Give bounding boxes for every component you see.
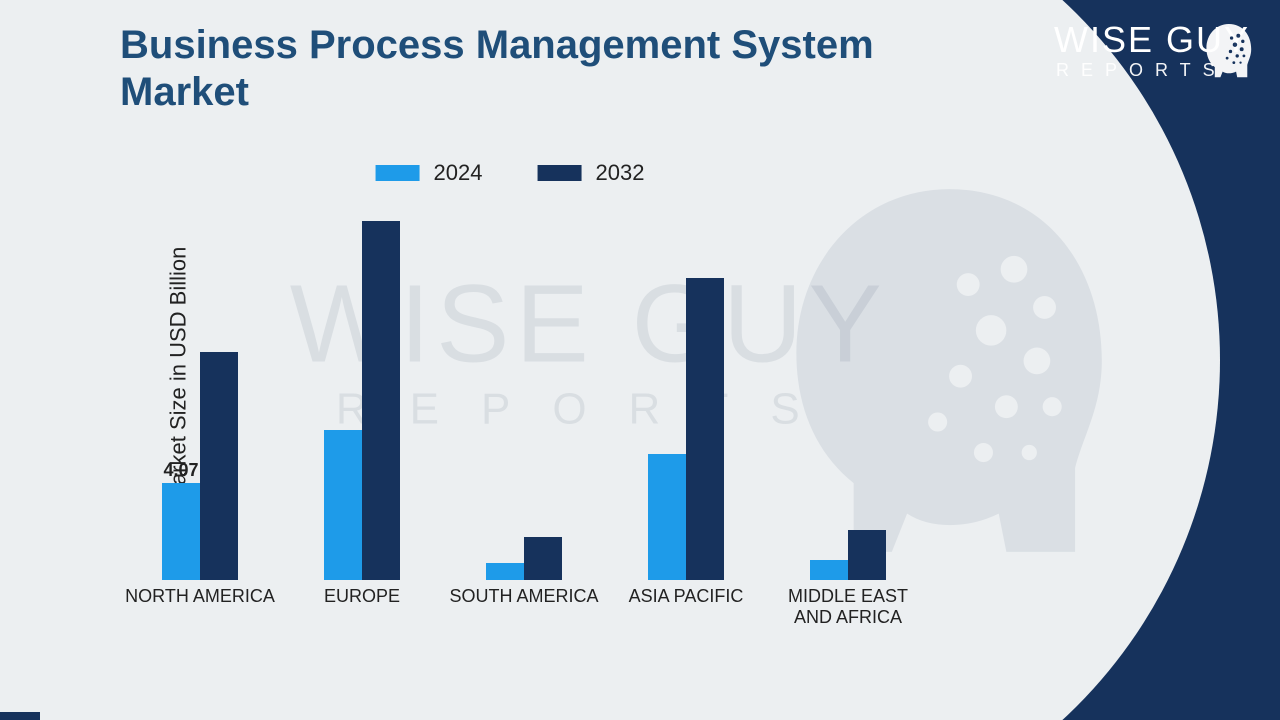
legend-item-2032: 2032 (538, 160, 645, 186)
legend-label-2032: 2032 (596, 160, 645, 186)
bar-value-label: 4.07 (162, 460, 200, 481)
bar-pair (810, 530, 886, 580)
bar-2024 (648, 454, 686, 580)
bar-wrap (524, 537, 562, 580)
bar-2024 (162, 483, 200, 580)
bar-2024 (486, 563, 524, 580)
category-label: EUROPE (287, 586, 437, 607)
bar-wrap (324, 430, 362, 580)
bar-2032 (200, 352, 238, 580)
chart-legend: 2024 2032 (376, 160, 645, 186)
bar-wrap: 4.07 (162, 483, 200, 580)
bar-2032 (362, 221, 400, 580)
chart-area: Market Size in USD Billion 20242032 4.07… (60, 160, 960, 590)
bar-2024 (324, 430, 362, 580)
bar-wrap (200, 352, 238, 580)
brand-logo: WISE GUY REPORTS (1054, 22, 1250, 82)
bar-2032 (848, 530, 886, 580)
bar-wrap (686, 278, 724, 580)
category-label: SOUTH AMERICA (449, 586, 599, 607)
bar-wrap (848, 530, 886, 580)
category-label: ASIA PACIFIC (611, 586, 761, 607)
bottom-accent-bar (0, 712, 40, 720)
bar-wrap (648, 454, 686, 580)
bar-pair: 4.07 (162, 352, 238, 580)
bar-wrap (362, 221, 400, 580)
bar-2024 (810, 560, 848, 580)
legend-item-2024: 2024 (376, 160, 483, 186)
chart-plot: 4.07NORTH AMERICAEUROPESOUTH AMERICAASIA… (120, 200, 940, 580)
legend-swatch-2032 (538, 165, 582, 181)
bar-pair (324, 221, 400, 580)
bar-wrap (486, 563, 524, 580)
bar-wrap (810, 560, 848, 580)
page-root: WISE GUY REPORTS Business Process Manage… (0, 0, 1280, 720)
bar-2032 (524, 537, 562, 580)
brand-line2: REPORTS (1056, 60, 1250, 82)
category-label: MIDDLE EAST AND AFRICA (773, 586, 923, 627)
bar-pair (486, 537, 562, 580)
category-label: NORTH AMERICA (125, 586, 275, 607)
bar-2032 (686, 278, 724, 580)
chart-title: Business Process Management System Marke… (120, 22, 920, 116)
legend-label-2024: 2024 (434, 160, 483, 186)
legend-swatch-2024 (376, 165, 420, 181)
bar-pair (648, 278, 724, 580)
